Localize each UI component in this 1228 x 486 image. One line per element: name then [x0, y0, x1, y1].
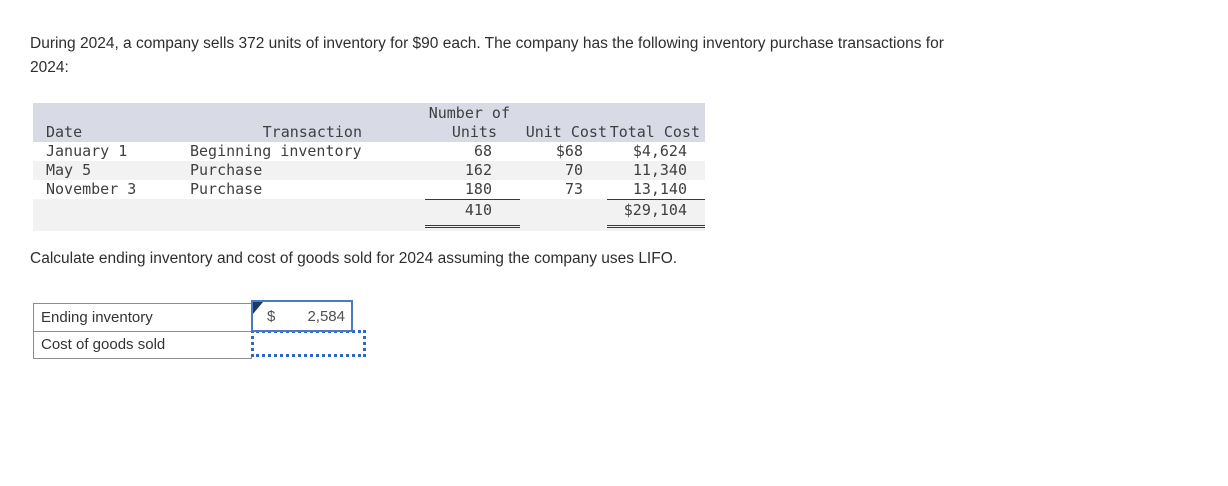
cell-total-cost: $4,624 — [632, 142, 687, 160]
cell-units: 180 — [425, 180, 520, 200]
cell-date: May 5 — [46, 161, 92, 179]
problem-line-1: During 2024, a company sells 372 units o… — [30, 35, 944, 52]
cell-date: November 3 — [46, 180, 137, 198]
total-cost-sum: $29,104 — [623, 201, 687, 219]
double-rule-total — [607, 225, 705, 228]
cell-total-cost: 11,340 — [632, 161, 687, 179]
problem-text: During 2024, a company sells 372 units o… — [30, 32, 1205, 80]
inventory-row-may: May 5 Purchase 162 70 11,340 — [33, 161, 705, 180]
cell-unit-cost: 70 — [564, 161, 583, 179]
cell-transaction: Beginning inventory — [190, 142, 362, 160]
problem-line-2: 2024: — [30, 59, 69, 76]
header-row-top: Number of — [33, 104, 705, 123]
cell-transaction: Purchase — [190, 180, 263, 198]
cell-transaction: Purchase — [190, 161, 263, 179]
cell-units: 68 — [473, 142, 492, 160]
cell-flag-icon — [253, 302, 263, 314]
header-total-cost: Total Cost — [609, 123, 700, 141]
cell-unit-cost: 73 — [564, 180, 583, 198]
ending-inventory-value: 2,584 — [307, 307, 345, 325]
inventory-total-row: 410 $29,104 — [33, 199, 705, 223]
currency-symbol: $ — [267, 307, 276, 325]
double-rule-units — [425, 225, 520, 228]
inventory-row-november: November 3 Purchase 180 73 13,140 — [33, 180, 705, 200]
header-number-of: Number of — [428, 104, 510, 122]
cell-unit-cost: $68 — [555, 142, 583, 160]
answer-table: Ending inventory Cost of goods sold — [33, 303, 252, 359]
header-unit-cost: Unit Cost — [525, 123, 607, 141]
inventory-table: Number of Date Transaction Units Unit Co… — [33, 103, 705, 231]
cell-date: January 1 — [46, 142, 128, 160]
header-units: Units — [451, 123, 497, 141]
cost-of-goods-sold-input-cell[interactable] — [251, 330, 366, 357]
inventory-table-header: Number of Date Transaction Units Unit Co… — [33, 103, 705, 142]
instruction-text: Calculate ending inventory and cost of g… — [30, 250, 678, 267]
label-ending-inventory: Ending inventory — [34, 304, 251, 332]
cell-total-cost: 13,140 — [607, 180, 705, 200]
header-row-main: Date Transaction Units Unit Cost Total C… — [33, 123, 705, 142]
header-date: Date — [46, 123, 83, 141]
cell-units: 162 — [464, 161, 492, 179]
total-units: 410 — [464, 201, 492, 219]
header-transaction: Transaction — [262, 123, 362, 141]
inventory-row-january: January 1 Beginning inventory 68 $68 $4,… — [33, 142, 705, 161]
label-cost-of-goods-sold: Cost of goods sold — [41, 336, 166, 353]
ending-inventory-input-cell[interactable]: $ 2,584 — [251, 300, 353, 332]
double-rule-row — [33, 223, 705, 231]
